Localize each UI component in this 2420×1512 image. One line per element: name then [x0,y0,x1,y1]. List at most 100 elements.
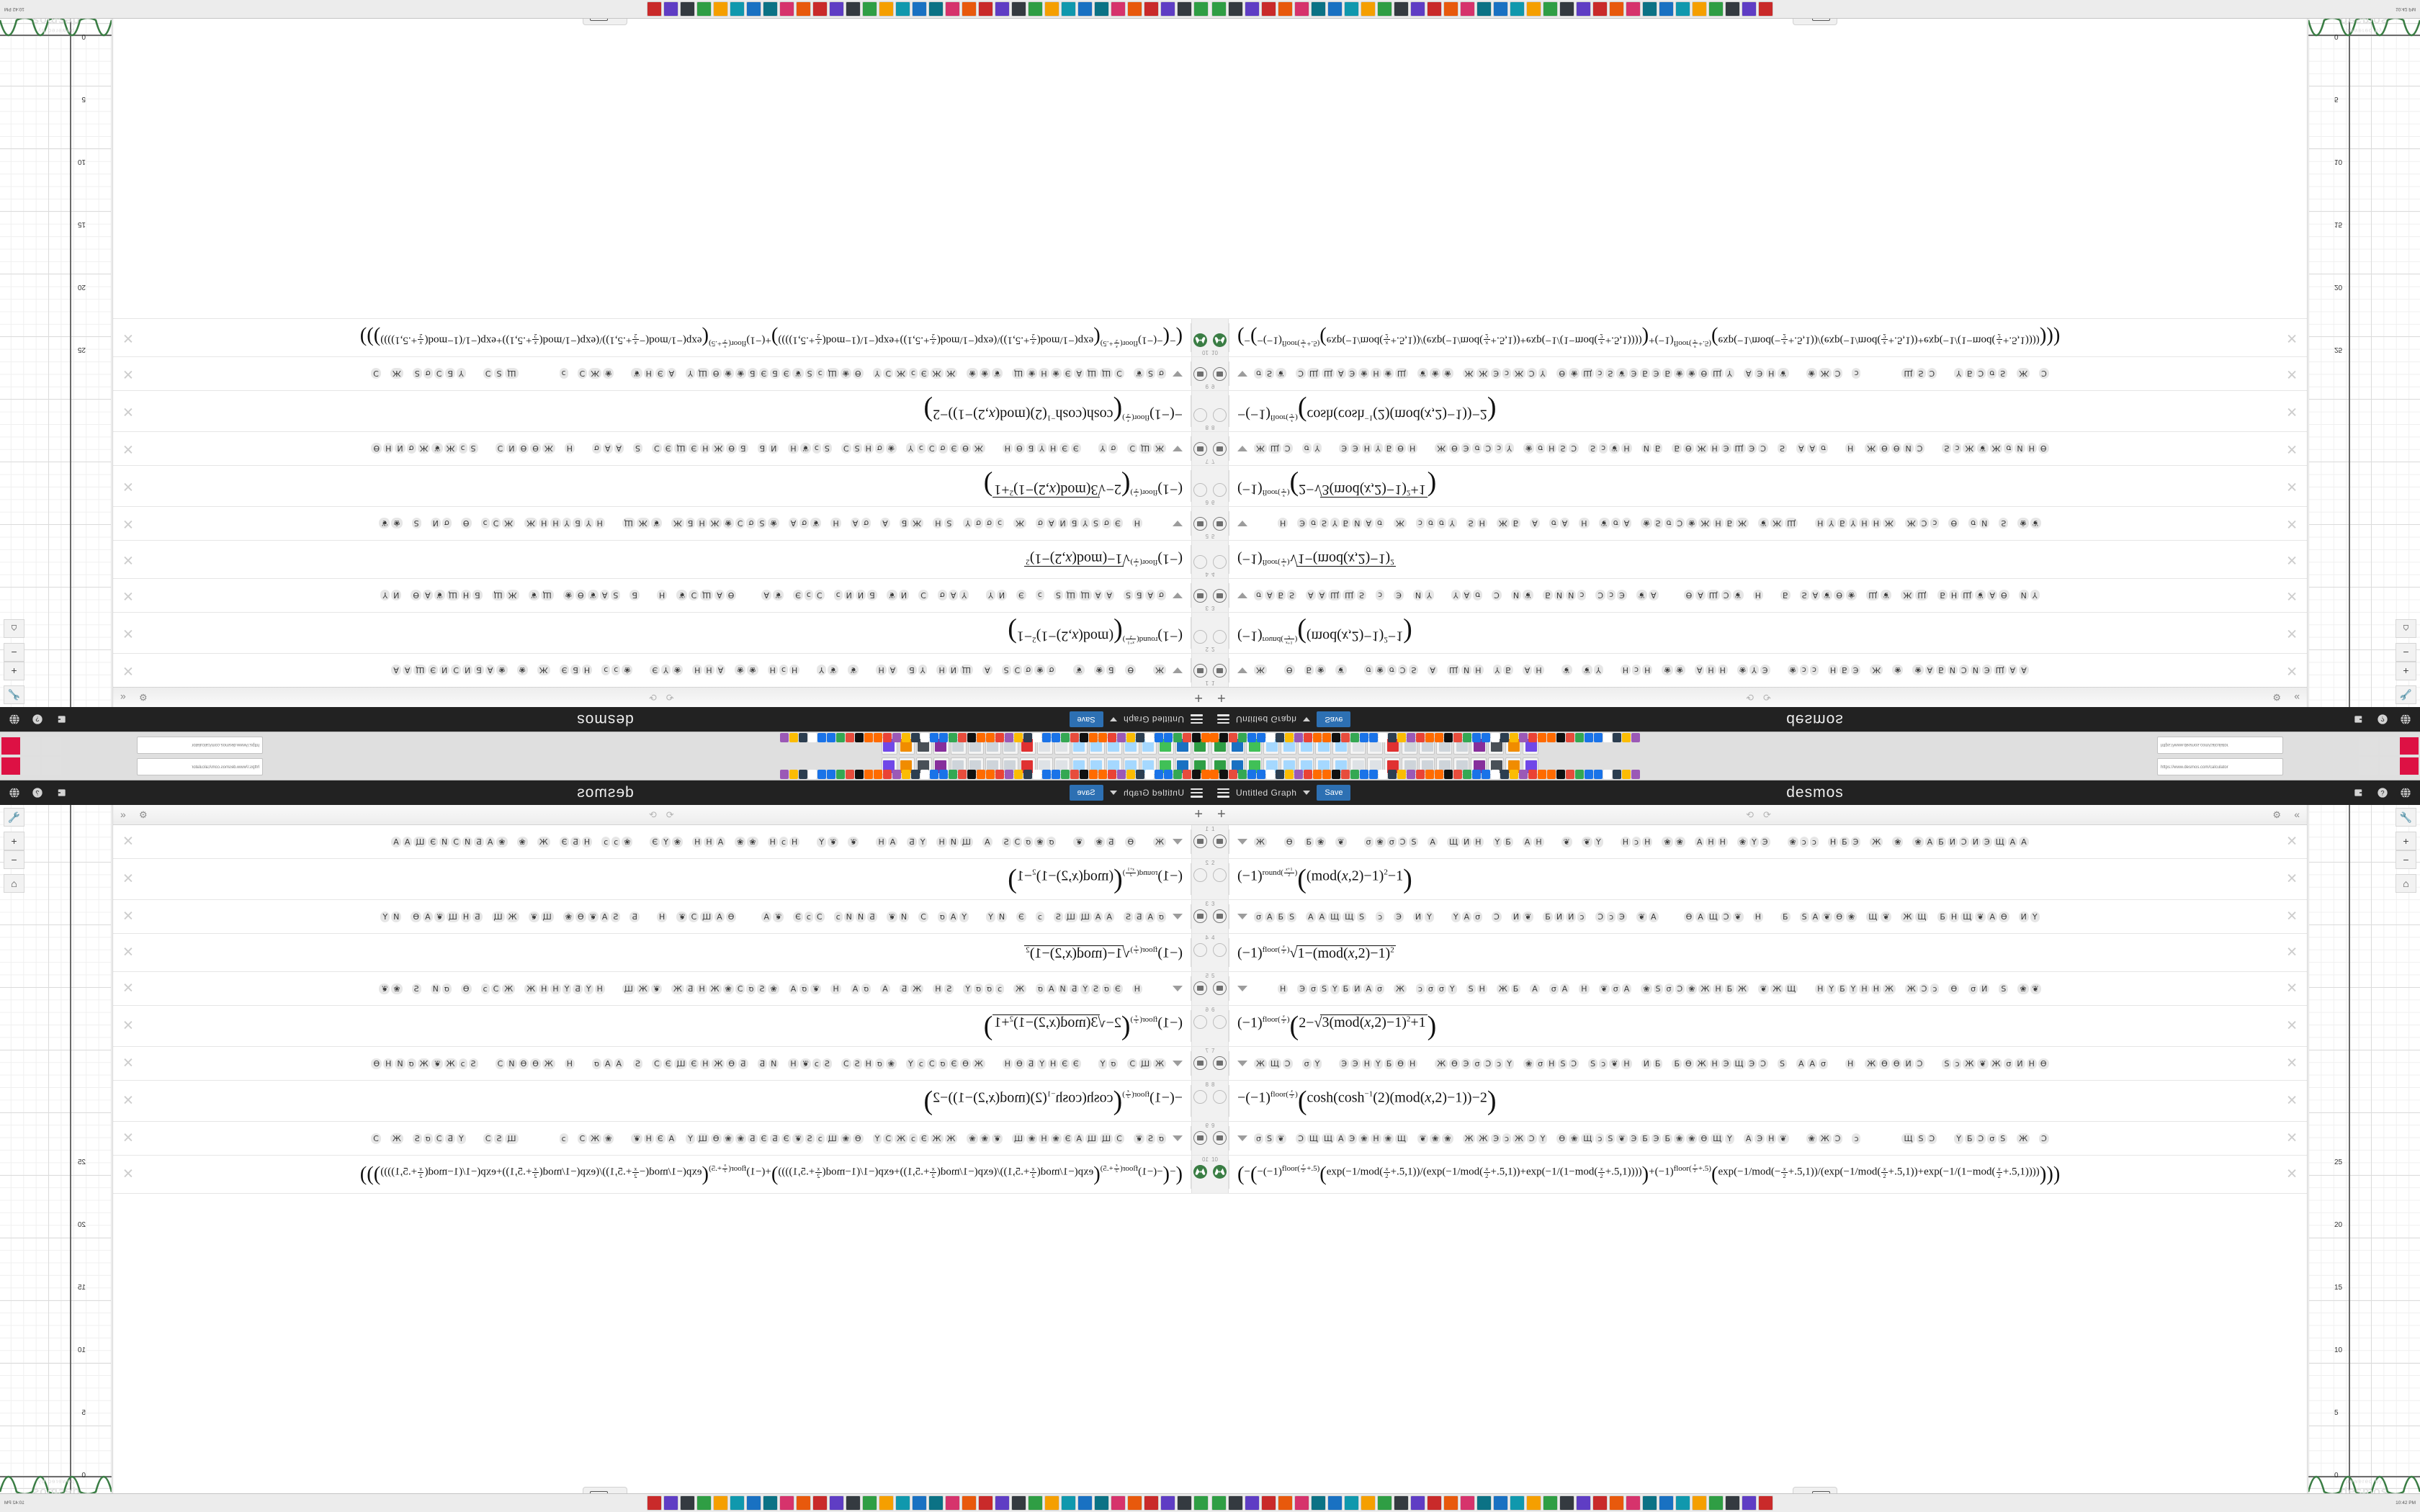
expression-cell[interactable]: (−1)floor(x 2)√1−(mod(x,2)−1)2 ✕ [112,934,1191,971]
browser-tab[interactable] [1080,769,1088,779]
browser-tab[interactable] [1052,769,1060,779]
math-expression[interactable]: (−1)round(x+1 2)((mod(x,2)−1)2−1) [1008,864,1183,894]
delete-row-button[interactable]: ✕ [2286,1166,2298,1182]
expression-cell[interactable]: (−1)round(x+1 2)((mod(x,2)−1)2−1) ✕ [1229,859,2307,899]
math-expression[interactable]: (−1)floor(x 2)√1−(mod(x,2)−1)2 [1024,944,1183,961]
expression-toggle[interactable] [1213,981,1227,995]
expression-cell[interactable]: −(−1)floor(x 2)(cosh(cosh−1(2)(mod(x,2)−1… [112,391,1191,431]
math-expression[interactable]: (−1)round(x+1 2)((mod(x,2)−1)2−1) [1008,618,1183,648]
add-expression-button[interactable]: + [1217,690,1226,706]
browser-tab[interactable] [1192,733,1201,743]
taskbar-icon[interactable] [663,1495,678,1511]
taskbar-icon[interactable] [1526,1,1541,17]
taskbar-icon[interactable] [1028,1495,1043,1511]
browser-tab[interactable] [827,769,835,779]
collapse-triangle-icon[interactable] [1237,1061,1247,1066]
expression-row[interactable]: 8 −(−1)floor(x 2)(cosh(cosh−1(2)(mod(x,2)−… [1210,1081,2307,1122]
delete-row-button[interactable]: ✕ [2286,945,2298,960]
taskbar-icon[interactable] [1510,1,1525,17]
taskbar-icon[interactable] [1543,1,1558,17]
taskbar-icon[interactable] [1160,1495,1175,1511]
math-expression[interactable]: (−1)round(x+1 2)((mod(x,2)−1)2−1) [1237,864,1412,894]
browser-tab[interactable] [883,769,892,779]
taskbar-icon[interactable] [895,1,910,17]
redo-icon[interactable]: ⟳ [649,692,657,703]
browser-tab[interactable] [1219,769,1228,779]
expression-toggle[interactable] [1193,909,1207,923]
add-expression-button[interactable]: + [1194,690,1203,706]
browser-tab[interactable] [789,769,798,779]
collapse-triangle-icon[interactable] [1173,986,1183,991]
taskbar-icon[interactable] [1708,1,1724,17]
taskbar-icon[interactable] [1510,1495,1525,1511]
browser-tab[interactable] [1192,769,1201,779]
collapse-triangle-icon[interactable] [1237,593,1247,598]
wrench-icon[interactable]: 🔧 [2396,808,2416,827]
delete-row-button[interactable]: ✕ [122,945,134,960]
expression-toggle[interactable] [1193,981,1207,995]
expression-toggle[interactable] [1193,442,1207,456]
browser-tab[interactable] [1201,769,1210,779]
expression-row[interactable]: 6 (−1)floor(x 2)(2−√3(mod(x,2)−1)2+1) ✕ [112,1006,1210,1047]
browser-tab[interactable] [902,769,910,779]
browser-tab[interactable] [1294,733,1303,743]
collapse-triangle-icon[interactable] [1173,839,1183,845]
browser-tab[interactable] [1098,769,1107,779]
chevron-down-icon[interactable] [1109,717,1117,721]
browser-tab[interactable] [967,733,976,743]
browser-tab[interactable] [1519,769,1528,779]
browser-tab[interactable] [1435,733,1443,743]
taskbar-icon[interactable] [746,1,761,17]
taskbar-icon[interactable] [1642,1495,1657,1511]
expression-toggle[interactable] [1213,868,1227,882]
browser-tab[interactable] [874,769,882,779]
share-icon[interactable] [55,787,66,798]
expression-cell[interactable]: (−1)round(x+1 2)((mod(x,2)−1)2−1) ✕ [1229,613,2308,653]
taskbar-icon[interactable] [680,1495,695,1511]
taskbar-icon[interactable] [1094,1495,1109,1511]
save-button[interactable]: Save [1069,785,1103,801]
browser-tab[interactable] [1229,769,1237,779]
browser-tab[interactable] [1444,733,1453,743]
minimize-icon[interactable] [2360,757,2378,775]
browser-tab[interactable] [1023,733,1032,743]
browser-tab[interactable] [1126,733,1135,743]
taskbar-icon[interactable] [945,1495,960,1511]
undo-icon[interactable]: ⟲ [666,692,674,703]
redo-icon[interactable]: ⟳ [1763,809,1771,820]
browser-tab[interactable] [1463,769,1471,779]
taskbar-icon[interactable] [779,1495,794,1511]
taskbar[interactable]: 10:42 PM [1210,0,2420,19]
browser-tab[interactable] [1594,769,1603,779]
delete-row-button[interactable]: ✕ [122,366,134,382]
double-chevron-left-icon[interactable]: « [120,692,126,703]
double-chevron-left-icon[interactable]: « [2294,809,2300,820]
delete-row-button[interactable]: ✕ [2286,478,2298,494]
taskbar-icon[interactable] [945,1,960,17]
taskbar-icon[interactable] [1708,1495,1724,1511]
add-expression-button[interactable]: + [1217,806,1226,822]
browser-tab[interactable] [892,733,901,743]
browser-tab[interactable] [1322,769,1331,779]
zoom-out-button[interactable]: − [2396,643,2416,662]
taskbar-icon[interactable] [1094,1,1109,17]
graph-panel[interactable]: 🔧 + − ⌂ powered by desmos 25 20 15 10 5 0 [0,0,112,707]
expression-toggle[interactable] [1193,555,1207,569]
delete-row-button[interactable]: ✕ [2286,588,2298,603]
browser-tab[interactable] [1360,733,1368,743]
taskbar-icon[interactable] [879,1495,894,1511]
taskbar-icon[interactable] [1261,1495,1276,1511]
taskbar-icon[interactable] [1576,1495,1591,1511]
browser-tab[interactable] [1622,733,1631,743]
browser-tab[interactable] [883,733,892,743]
taskbar-icon[interactable] [1427,1,1442,17]
